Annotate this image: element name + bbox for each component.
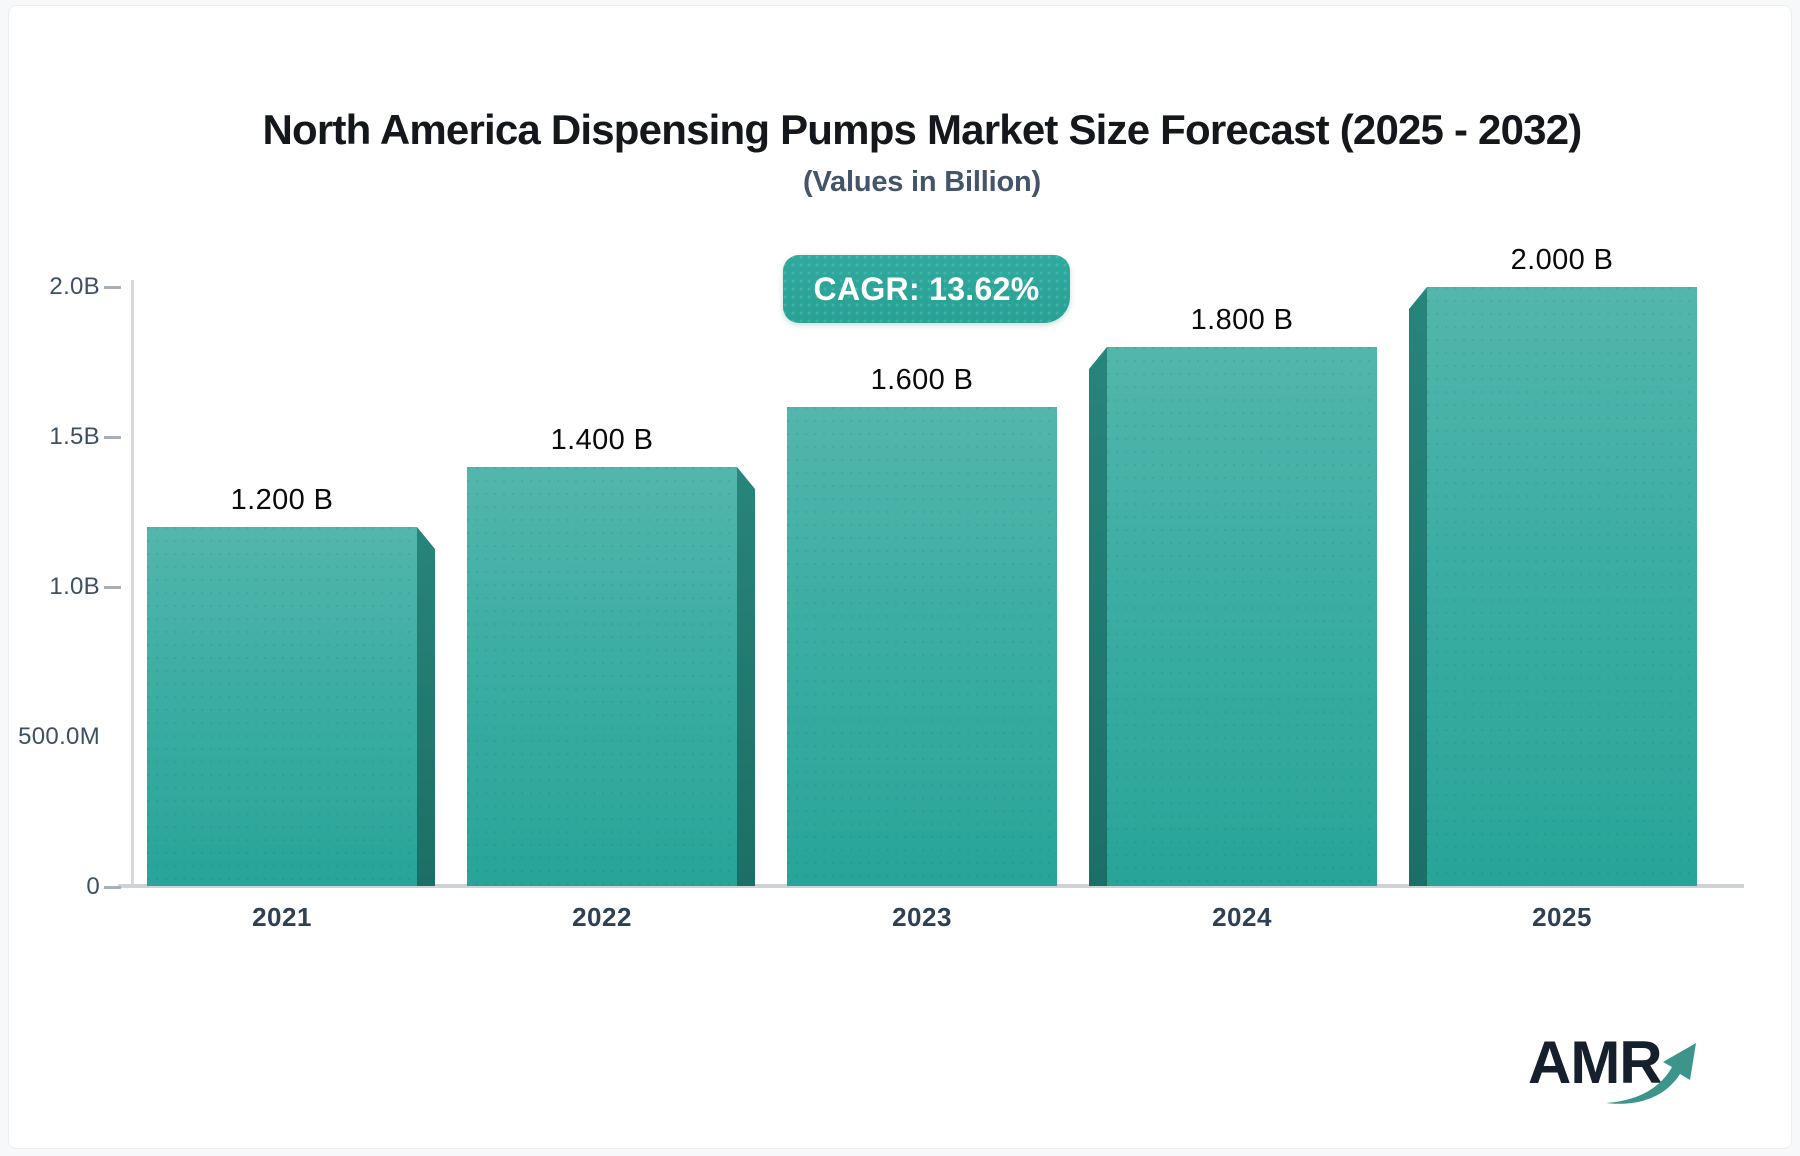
y-tick-label: 500.0M — [18, 723, 100, 750]
bar-side-face — [737, 467, 755, 886]
bar-side-face — [417, 527, 435, 886]
bar-front-face — [787, 407, 1057, 886]
cagr-badge-label: CAGR: 13.62% — [813, 270, 1040, 307]
bar-front-face — [147, 527, 417, 886]
bar-2025[interactable] — [1409, 287, 1697, 886]
x-axis-label-2022: 2022 — [572, 902, 632, 932]
bar-2023[interactable] — [787, 407, 1057, 886]
bar-value-label: 2.000 B — [1510, 244, 1614, 276]
x-axis-label-2021: 2021 — [252, 902, 312, 932]
y-axis-line — [131, 280, 134, 888]
bar-2024[interactable] — [1089, 347, 1377, 886]
y-tick-mark — [104, 886, 121, 889]
x-axis-label-2023: 2023 — [892, 902, 952, 932]
bar-2021[interactable] — [147, 527, 435, 886]
bar-value-label: 1.400 B — [550, 424, 654, 456]
y-tick-mark — [104, 436, 121, 439]
bar-value-label: 1.600 B — [870, 364, 974, 396]
y-tick-mark — [104, 286, 121, 289]
bar-value-label: 1.200 B — [230, 484, 334, 516]
cagr-badge: CAGR: 13.62% — [783, 255, 1070, 323]
y-tick-label: 0 — [86, 873, 100, 900]
amr-logo: AMR — [1528, 1032, 1718, 1112]
chart-title: North America Dispensing Pumps Market Si… — [262, 106, 1583, 153]
bar-side-face — [1409, 287, 1427, 886]
y-tick-mark — [104, 586, 121, 589]
amr-logo-text: AMR — [1528, 1029, 1663, 1096]
x-axis-label-2025: 2025 — [1532, 902, 1592, 932]
x-axis-line — [118, 884, 1744, 888]
y-tick-label: 2.0B — [49, 273, 100, 300]
bar-front-face — [1107, 347, 1377, 886]
bar-value-label: 1.800 B — [1190, 304, 1294, 336]
chart-subtitle: (Values in Billion) — [803, 166, 1041, 198]
bar-side-face — [1089, 347, 1107, 886]
x-axis-label-2024: 2024 — [1212, 902, 1272, 932]
bar-front-face — [467, 467, 737, 886]
bar-2022[interactable] — [467, 467, 755, 886]
amr-logo-arrow-icon — [1606, 1043, 1696, 1104]
y-tick-label: 1.5B — [49, 423, 100, 450]
y-tick-label: 1.0B — [49, 573, 100, 600]
bar-front-face — [1427, 287, 1697, 886]
